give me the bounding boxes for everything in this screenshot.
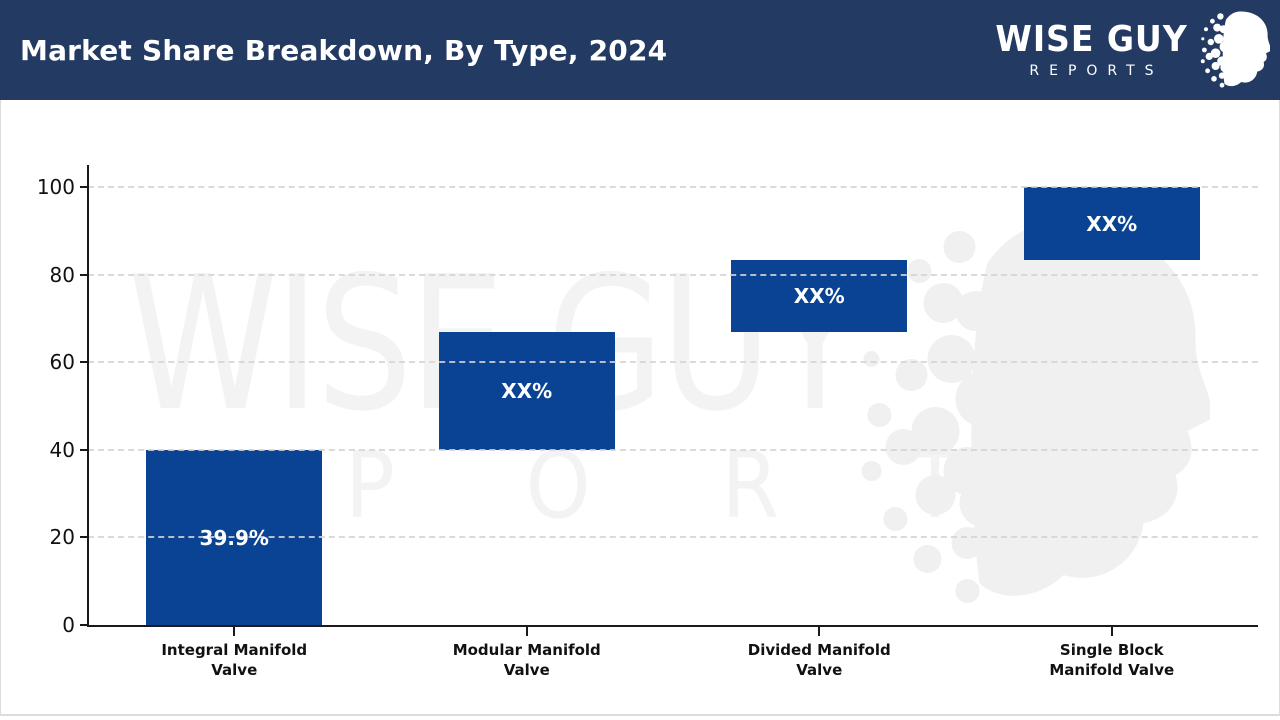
gridline-60 — [88, 361, 1258, 364]
bar-value-label: 39.9% — [199, 525, 269, 550]
bar-value-label: XX% — [1086, 211, 1138, 236]
category-label-4: Single Block Manifold Valve — [1049, 641, 1175, 679]
y-tick-mark-60 — [80, 361, 88, 364]
bar-2 — [438, 332, 615, 451]
y-tick-label-40: 40 — [49, 437, 75, 462]
x-tick-mark-2 — [525, 627, 528, 636]
y-tick-label-80: 80 — [49, 262, 75, 287]
gridline-40 — [88, 448, 1258, 451]
category-label-2: Modular Manifold Valve — [452, 641, 601, 679]
y-tick-mark-100 — [80, 186, 88, 188]
bar-3 — [731, 260, 908, 333]
y-tick-mark-80 — [80, 273, 88, 276]
gridline-20 — [88, 536, 1258, 539]
x-tick-mark-3 — [818, 627, 821, 636]
x-tick-mark-4 — [1110, 627, 1113, 636]
logo-face-icon — [1200, 11, 1270, 88]
bar-value-label: XX% — [501, 379, 553, 404]
header-bar: Market Share Breakdown, By Type, 2024 WI… — [0, 0, 1280, 100]
y-axis-line — [87, 165, 89, 627]
left-edge-line — [0, 100, 1, 716]
y-tick-label-60: 60 — [49, 350, 75, 375]
wise-guy-reports-logo: WISE GUY REPORTS — [987, 8, 1270, 92]
logo-subtitle: REPORTS — [1029, 63, 1164, 79]
y-tick-label-0: 0 — [62, 613, 75, 637]
y-tick-label-100: 100 — [36, 175, 75, 199]
category-label-1: Integral Manifold Valve — [161, 641, 308, 679]
page-title: Market Share Breakdown, By Type, 2024 — [20, 33, 668, 67]
y-tick-label-20: 20 — [49, 525, 75, 550]
x-tick-mark-1 — [233, 627, 236, 636]
x-axis-line — [87, 625, 1258, 627]
gridline-100 — [88, 186, 1258, 188]
bottom-edge-line — [0, 714, 1280, 716]
y-tick-mark-0 — [80, 624, 88, 626]
y-tick-mark-20 — [80, 536, 88, 539]
category-label-3: Divided Manifold Valve — [747, 641, 891, 679]
gridline-80 — [88, 273, 1258, 276]
y-tick-mark-40 — [80, 448, 88, 451]
bar-value-label: XX% — [793, 284, 845, 309]
bar-4 — [1023, 187, 1200, 261]
logo-wordmark: WISE GUY — [995, 19, 1188, 60]
